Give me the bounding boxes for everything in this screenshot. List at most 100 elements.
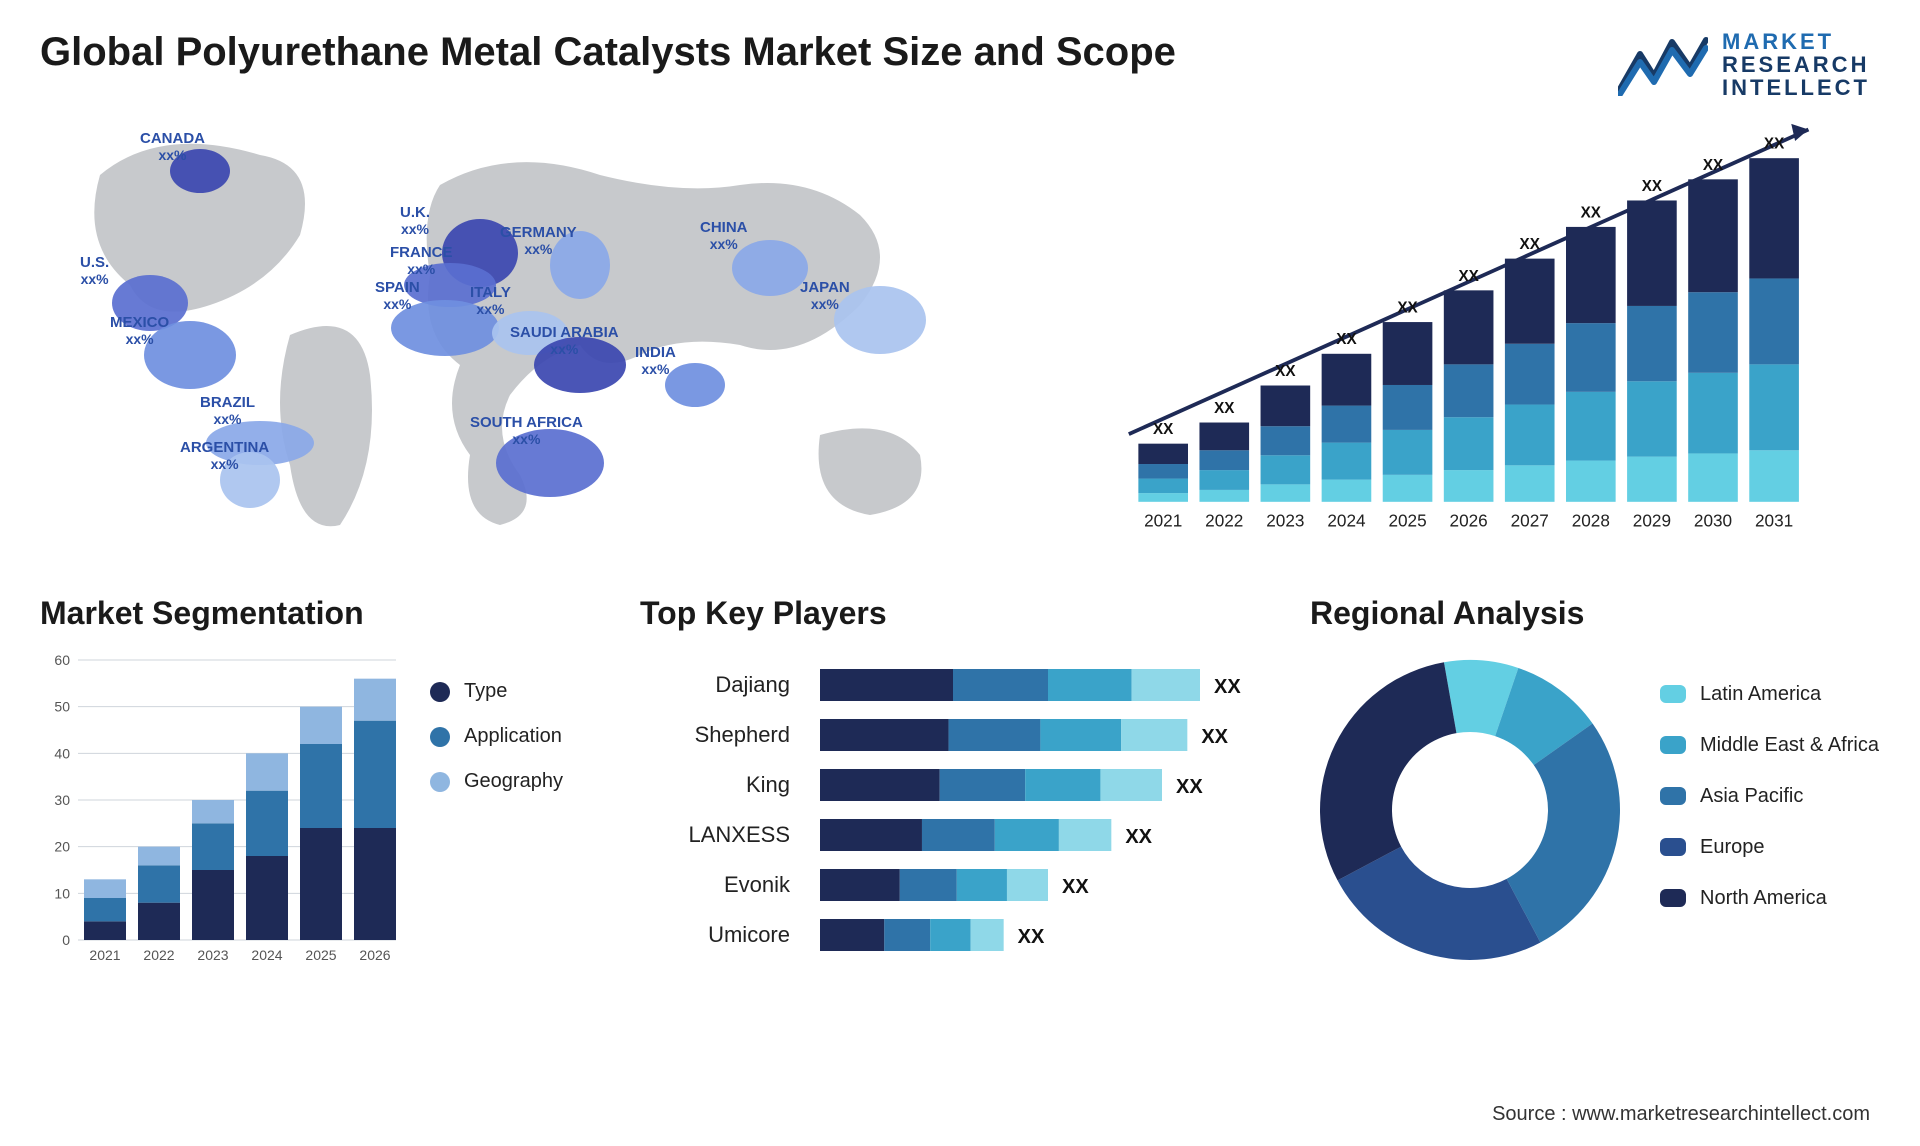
svg-text:XX: XX [1458, 268, 1479, 285]
legend-item: Europe [1660, 836, 1880, 859]
svg-text:XX: XX [1764, 136, 1785, 153]
svg-text:XX: XX [1062, 876, 1089, 898]
svg-text:XX: XX [1703, 157, 1724, 174]
map-label: JAPANxx% [800, 280, 850, 312]
svg-text:XX: XX [1201, 726, 1228, 748]
map-label: SOUTH AFRICAxx% [470, 415, 583, 447]
legend-item: Middle East & Africa [1660, 734, 1880, 757]
map-label: BRAZILxx% [200, 395, 255, 427]
svg-text:XX: XX [1275, 363, 1296, 380]
svg-text:2021: 2021 [1144, 511, 1182, 531]
logo-text-research: RESEARCH [1722, 53, 1870, 76]
legend-label: Asia Pacific [1700, 785, 1803, 808]
svg-text:2023: 2023 [197, 947, 228, 963]
map-label: GERMANYxx% [500, 225, 577, 257]
legend-label: Middle East & Africa [1700, 734, 1879, 757]
logo-text-market: MARKET [1722, 30, 1870, 53]
map-label: SPAINxx% [375, 280, 420, 312]
map-label: U.K.xx% [400, 205, 430, 237]
svg-text:XX: XX [1018, 926, 1045, 948]
legend-swatch [1660, 787, 1686, 805]
legend-label: Geography [464, 770, 563, 793]
player-name: Evonik [640, 860, 790, 910]
players-title: Top Key Players [640, 595, 1270, 632]
legend-item: North America [1660, 887, 1880, 910]
legend-swatch [1660, 736, 1686, 754]
svg-text:XX: XX [1214, 676, 1241, 698]
segmentation-legend: Type Application Geography [430, 650, 600, 970]
svg-text:50: 50 [54, 699, 70, 715]
legend-item: Geography [430, 770, 600, 793]
legend-label: Type [464, 680, 507, 703]
legend-swatch [430, 772, 450, 792]
svg-text:XX: XX [1642, 178, 1663, 195]
svg-text:2022: 2022 [1205, 511, 1243, 531]
svg-text:30: 30 [54, 792, 70, 808]
svg-text:2025: 2025 [305, 947, 336, 963]
legend-swatch [430, 682, 450, 702]
page-title: Global Polyurethane Metal Catalysts Mark… [40, 30, 1880, 75]
svg-text:10: 10 [54, 885, 70, 901]
svg-text:20: 20 [54, 839, 70, 855]
svg-text:2026: 2026 [1450, 511, 1488, 531]
svg-text:2028: 2028 [1572, 511, 1610, 531]
svg-text:XX: XX [1153, 421, 1174, 438]
regional-panel: Regional Analysis Latin America Middle Ea… [1310, 595, 1880, 970]
svg-text:2024: 2024 [251, 947, 282, 963]
player-name: LANXESS [640, 810, 790, 860]
svg-text:XX: XX [1125, 826, 1152, 848]
logo-text-intellect: INTELLECT [1722, 76, 1870, 99]
map-label: ARGENTINAxx% [180, 440, 269, 472]
map-label: ITALYxx% [470, 285, 511, 317]
player-name: King [640, 760, 790, 810]
legend-label: North America [1700, 887, 1827, 910]
legend-item: Latin America [1660, 683, 1880, 706]
player-name: Shepherd [640, 710, 790, 760]
svg-text:60: 60 [54, 652, 70, 668]
players-panel: Top Key Players DajiangShepherdKingLANXE… [640, 595, 1270, 970]
source-text: Source : www.marketresearchintellect.com [1492, 1103, 1870, 1126]
player-name: Dajiang [640, 660, 790, 710]
svg-text:XX: XX [1581, 204, 1602, 221]
logo-icon [1618, 34, 1708, 96]
regional-title: Regional Analysis [1310, 595, 1880, 632]
svg-text:XX: XX [1336, 331, 1357, 348]
svg-text:XX: XX [1214, 400, 1235, 417]
map-label: FRANCExx% [390, 245, 453, 277]
svg-text:40: 40 [54, 745, 70, 761]
legend-swatch [1660, 889, 1686, 907]
svg-text:2026: 2026 [359, 947, 390, 963]
svg-text:2029: 2029 [1633, 511, 1671, 531]
map-label: CANADAxx% [140, 131, 205, 163]
svg-text:0: 0 [62, 932, 70, 948]
svg-text:2030: 2030 [1694, 511, 1732, 531]
svg-text:2024: 2024 [1327, 511, 1366, 531]
legend-item: Asia Pacific [1660, 785, 1880, 808]
segmentation-panel: Market Segmentation 0 10 20 30 40 50 60 2021 202… [40, 595, 600, 970]
legend-label: Application [464, 725, 562, 748]
players-chart: XX XX XX XX XX XX [820, 650, 1270, 970]
regional-legend: Latin America Middle East & Africa Asia Pa… [1660, 683, 1880, 938]
svg-text:2022: 2022 [143, 947, 174, 963]
segmentation-chart: 0 10 20 30 40 50 60 2021 2022 2023 2024 2025 2026 [40, 650, 400, 970]
player-name: Umicore [640, 910, 790, 960]
legend-swatch [1660, 838, 1686, 856]
growth-chart: XX 2021 XX 2022 XX 2023 XX 2024 XX 2025 XX 2026 XX 20… [1000, 105, 1880, 545]
svg-text:XX: XX [1397, 300, 1418, 317]
svg-text:2021: 2021 [89, 947, 120, 963]
map-label: CHINAxx% [700, 220, 748, 252]
brand-logo: MARKET RESEARCH INTELLECT [1618, 30, 1870, 99]
segmentation-title: Market Segmentation [40, 595, 600, 632]
legend-swatch [430, 727, 450, 747]
map-label: SAUDI ARABIAxx% [510, 325, 619, 357]
legend-label: Latin America [1700, 683, 1821, 706]
players-names: DajiangShepherdKingLANXESSEvonikUmicore [640, 650, 790, 970]
world-map: CANADAxx%U.S.xx%MEXICOxx%BRAZILxx%ARGENT… [40, 105, 960, 545]
map-label: U.S.xx% [80, 255, 109, 287]
svg-text:XX: XX [1176, 776, 1203, 798]
svg-text:2025: 2025 [1388, 511, 1426, 531]
svg-text:XX: XX [1520, 236, 1541, 253]
map-silhouette [40, 105, 960, 545]
map-label: INDIAxx% [635, 345, 676, 377]
svg-text:2023: 2023 [1266, 511, 1304, 531]
